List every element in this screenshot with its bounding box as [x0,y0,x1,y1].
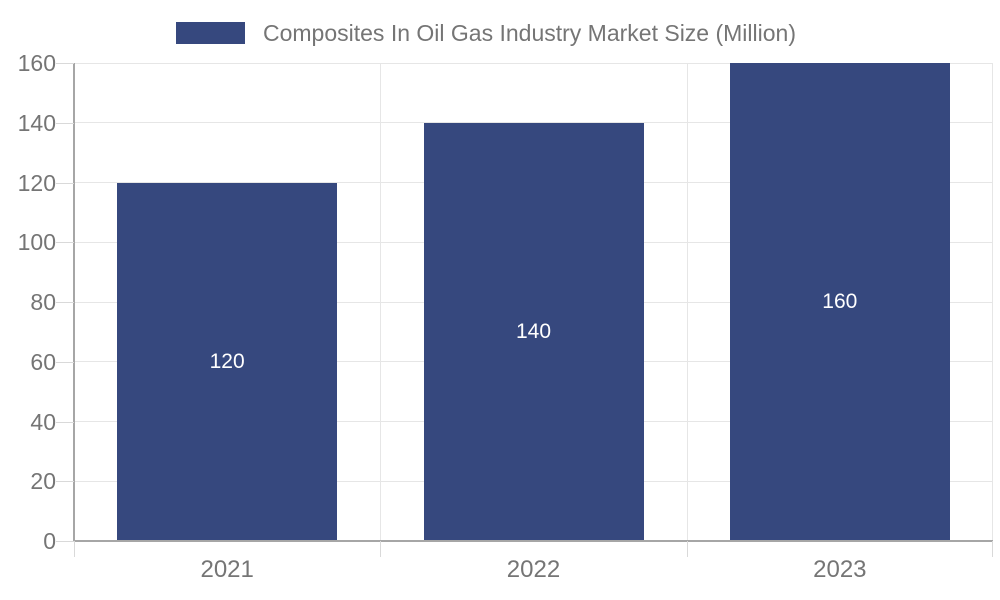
y-tick-label: 60 [30,348,56,375]
y-tick-mark [56,541,74,542]
y-tick-label: 100 [17,229,56,256]
bar-2021[interactable]: 120 [117,182,338,541]
y-tick-mark [56,182,74,184]
legend-swatch [176,22,245,44]
y-tick-label: 140 [17,109,56,136]
legend-item[interactable]: Composites In Oil Gas Industry Market Si… [176,20,796,46]
y-tick-mark [56,481,74,483]
gridline-vertical [686,63,688,541]
y-tick-mark [56,421,74,423]
bar-value-label: 160 [822,290,858,313]
bar-2023[interactable]: 160 [729,63,950,541]
x-axis-line [73,540,993,542]
y-tick-label: 120 [17,169,56,196]
y-axis-line [73,63,75,541]
y-tick-label: 20 [30,468,56,495]
x-tick-mark [992,541,993,557]
x-tick-mark [686,541,688,557]
x-tick-mark [380,541,382,557]
y-tick-mark [56,361,74,363]
x-tick-label: 2022 [506,556,561,583]
y-tick-label: 80 [30,289,56,315]
y-tick-label: 160 [17,50,56,76]
gridline-horizontal [74,62,993,64]
x-tick-label: 2023 [813,556,867,583]
gridline-vertical [992,63,993,541]
plot-area: 120 140 160 [74,62,993,541]
y-tick-mark [56,302,74,303]
y-tick-label: 40 [30,408,56,435]
bar-value-label: 140 [515,319,552,343]
x-tick-label: 2021 [200,556,254,583]
y-tick-mark [56,122,74,124]
gridline-vertical [380,63,382,541]
bar-value-label: 120 [209,349,245,373]
bar-2022[interactable]: 140 [423,122,644,541]
y-tick-label: 0 [43,528,56,554]
legend-label: Composites In Oil Gas Industry Market Si… [263,20,796,46]
x-tick-mark [74,541,75,557]
y-tick-mark [56,63,74,64]
y-tick-mark [56,242,74,244]
